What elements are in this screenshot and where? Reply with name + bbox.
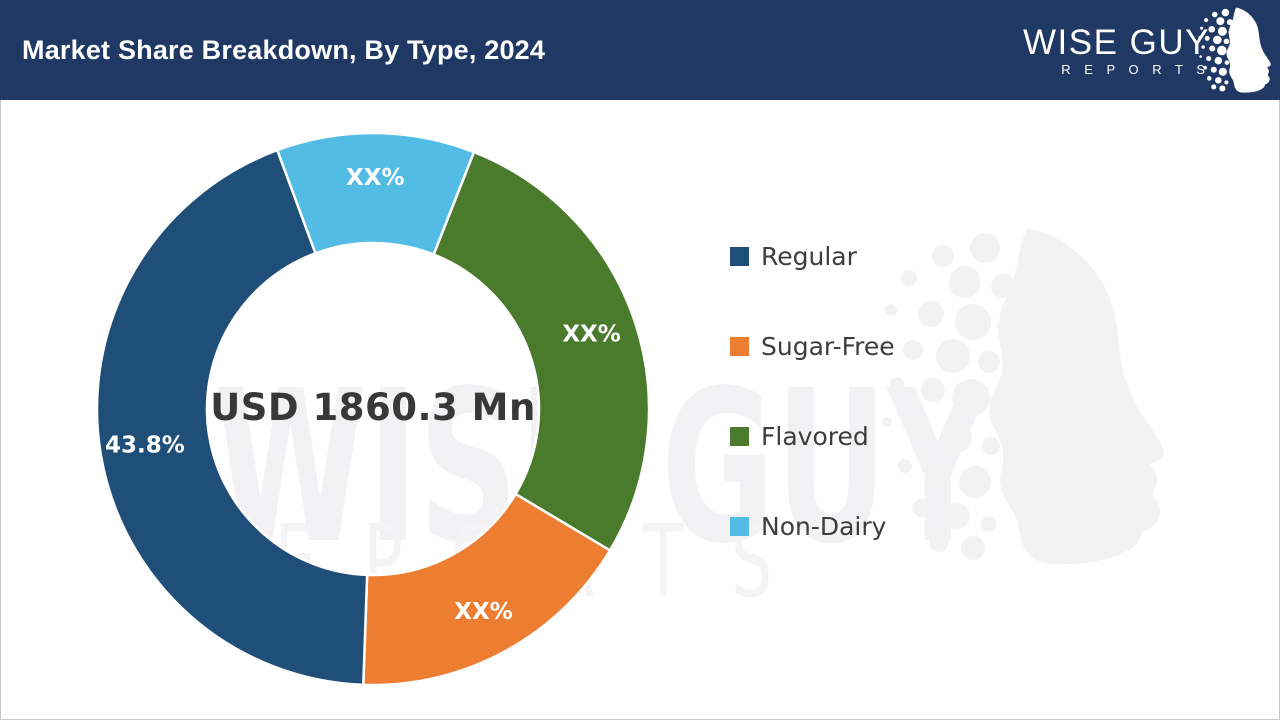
legend-label-non-dairy: Non-Dairy xyxy=(761,511,887,541)
legend-swatch-flavored xyxy=(730,426,749,446)
donut-segment-sugar-free xyxy=(362,492,612,687)
chart-legend: Regular Sugar-Free Flavored Non-Dairy xyxy=(730,241,895,601)
segment-label-flavored: XX% xyxy=(562,321,621,347)
donut-chart: XX% XX% XX% 43.8% xyxy=(95,131,651,687)
segment-label-non-dairy: XX% xyxy=(346,165,405,191)
legend-label-flavored: Flavored xyxy=(761,421,869,451)
watermark-face-icon xyxy=(869,225,1169,567)
legend-item-sugar-free: Sugar-Free xyxy=(730,331,895,361)
chart-area: WISE GUY R E P O R T S XX%XX%XX%43.8% US… xyxy=(0,100,1280,720)
legend-swatch-regular xyxy=(730,246,749,266)
brand-logo: WISE GUY R E P O R T S xyxy=(1023,0,1272,100)
brand-subtext: R E P O R T S xyxy=(1061,61,1210,77)
figure-title: Market Share Breakdown, By Type, 2024 xyxy=(22,34,546,65)
legend-label-regular: Regular xyxy=(761,241,857,271)
chart-center-value: USD 1860.3 Mn xyxy=(210,386,536,429)
donut-segment-flavored xyxy=(432,150,651,552)
header-bar: Market Share Breakdown, By Type, 2024 WI… xyxy=(0,0,1280,100)
legend-swatch-sugar-free xyxy=(730,336,749,356)
legend-label-sugar-free: Sugar-Free xyxy=(761,331,895,361)
segment-label-regular: 43.8% xyxy=(105,433,185,459)
legend-swatch-non-dairy xyxy=(730,516,749,536)
brand-wordmark: WISE GUY xyxy=(1022,22,1210,62)
legend-item-regular: Regular xyxy=(730,241,895,271)
segment-label-sugar-free: XX% xyxy=(454,599,513,625)
legend-item-flavored: Flavored xyxy=(730,421,895,451)
donut-segment-regular xyxy=(95,148,369,687)
brand-logo-text: WISE GUY R E P O R T S xyxy=(1023,25,1210,76)
legend-item-non-dairy: Non-Dairy xyxy=(730,511,895,541)
